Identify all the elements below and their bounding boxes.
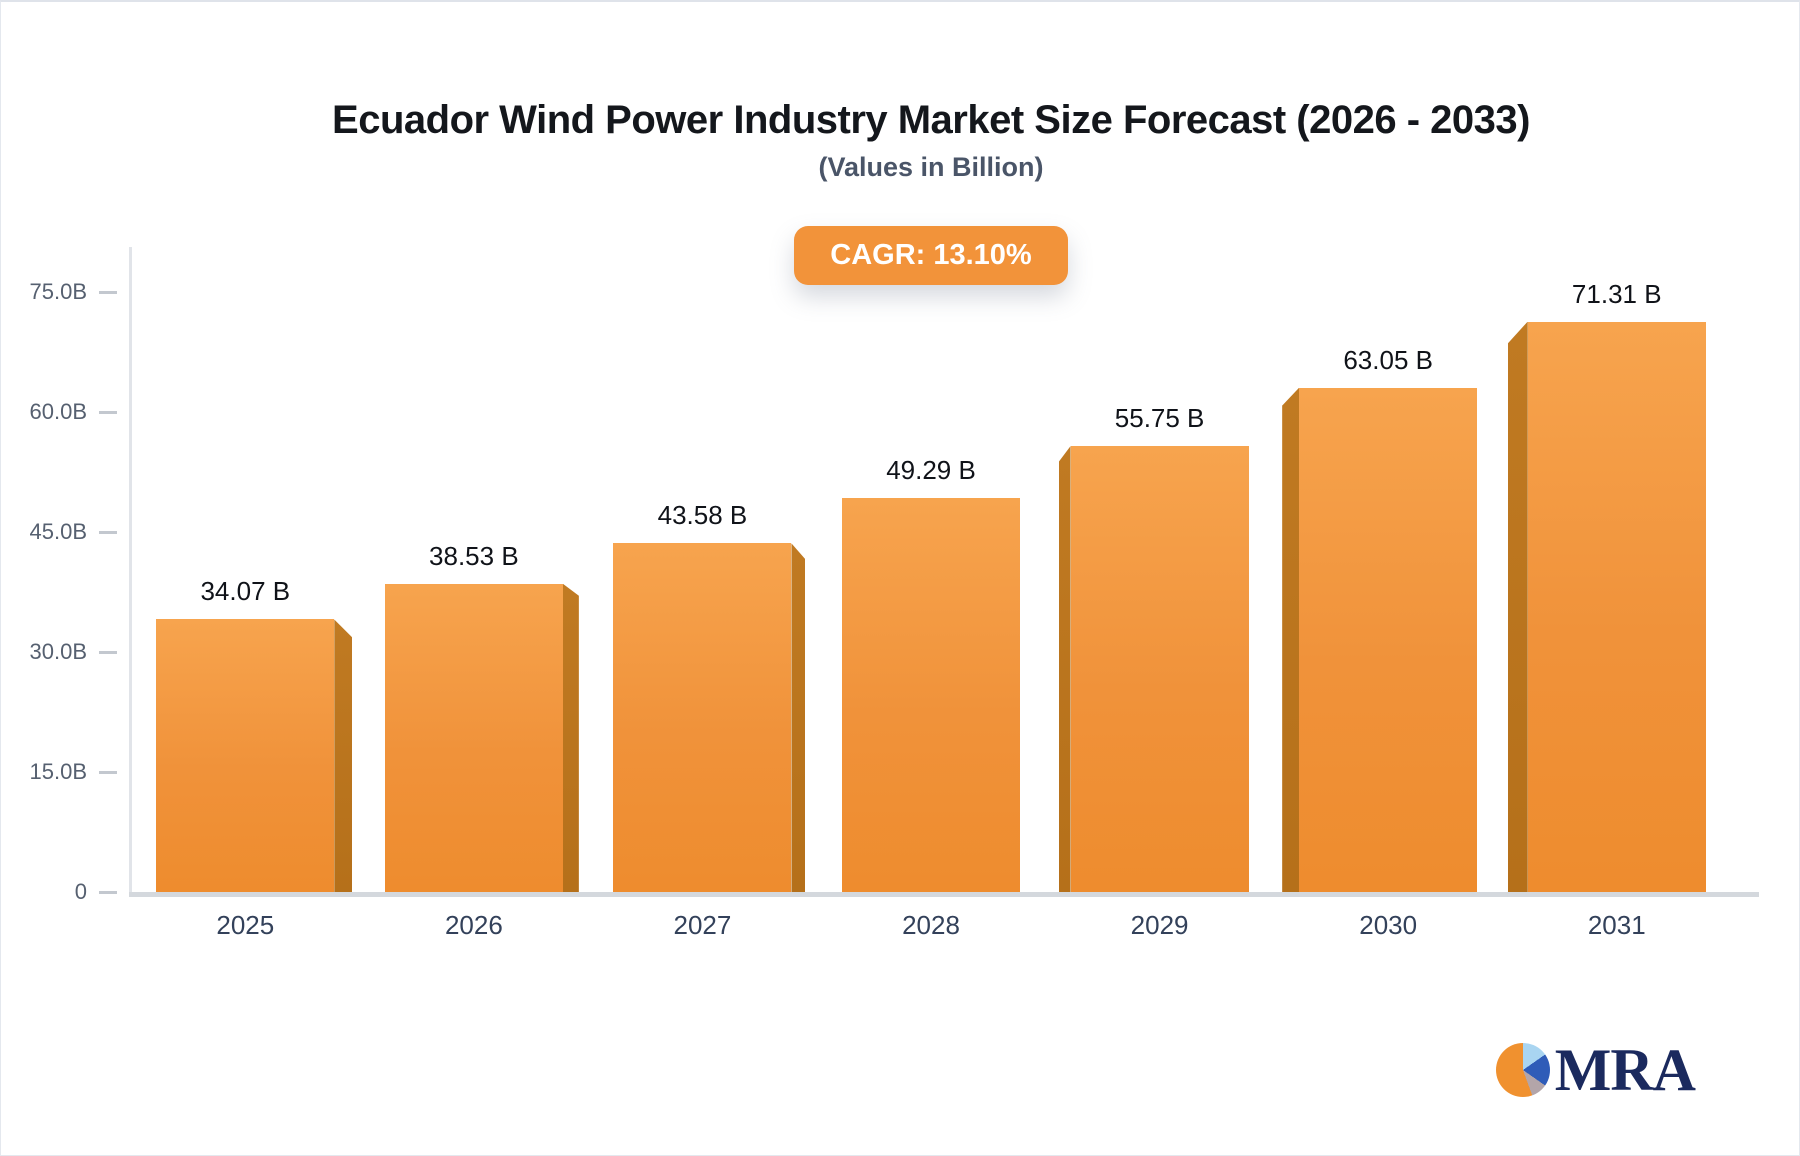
x-axis-label: 2030 [1359,910,1418,940]
x-axis-baseline [129,892,1759,897]
bar-slot: 71.31 B 2031 [1502,279,1731,940]
bar-slot: 38.53 B 2026 [360,292,589,940]
y-axis-label: 45.0B [29,519,88,544]
brand-logo: MRA [1495,1037,1696,1103]
bar-3d-side [334,619,353,892]
bar-slot: 43.58 B 2027 [588,292,817,940]
y-axis-label: 30.0B [29,639,88,664]
bar: 49.29 B [842,455,1021,892]
y-axis-label: 60.0B [29,399,88,424]
bar-value-label: 63.05 B [1343,344,1433,375]
bar: 55.75 B [1058,403,1249,892]
bar-value-label: 49.29 B [886,454,976,485]
bar: 34.07 B [156,576,353,892]
bar-3d-side [562,583,579,892]
chart-title: Ecuador Wind Power Industry Market Size … [332,98,1530,142]
bar-value-label: 43.58 B [657,500,748,531]
bar: 71.31 B [1507,279,1706,892]
pie-chart-logo-icon [1495,1043,1550,1097]
y-tick-mark [99,530,117,534]
x-axis-label: 2025 [216,910,275,940]
bar: 43.58 B [613,500,806,892]
y-tick-mark [99,770,117,774]
y-tick-mark [99,890,117,894]
bar-3d-side [1282,387,1300,892]
x-axis-label: 2031 [1587,910,1646,940]
bar-slot: 49.29 B 2028 [817,292,1046,940]
x-axis-label: 2028 [902,910,960,940]
y-tick-mark [99,650,117,654]
y-axis-line [129,247,132,892]
bar-slot: 55.75 B 2029 [1045,292,1274,940]
y-tick-mark [99,410,117,414]
y-axis-label: 0 [74,879,87,904]
bar-value-label: 71.31 B [1571,278,1662,309]
bar-value-label: 55.75 B [1114,403,1205,433]
y-axis-label: 15.0B [29,759,88,784]
badge-row: CAGR: 13.10% [131,226,1731,285]
bar: 63.05 B [1282,345,1478,892]
bar-3d-side [1058,446,1071,892]
logo-text: MRA [1554,1037,1696,1103]
y-tick-mark [99,290,117,294]
x-axis-label: 2026 [444,910,503,940]
chart-subtitle: (Values in Billion) [818,152,1044,182]
bar-slot: 63.05 B 2030 [1274,292,1503,940]
plot-area: 34.07 B 2025 38.53 B 2026 43.58 B 2027 49.29 B… [30,247,1759,940]
y-axis-label: 75.0B [29,279,88,304]
bar-slots: 34.07 B 2025 38.53 B 2026 43.58 B 2027 49.29 B… [131,279,1731,940]
cagr-badge: CAGR: 13.10% [794,226,1068,285]
bar-value-label: 34.07 B [200,576,291,607]
bar-slot: 34.07 B 2025 [131,292,360,940]
bar: 38.53 B [384,541,579,892]
bar-3d-side [791,543,806,892]
bar-value-label: 38.53 B [429,540,519,571]
x-axis-label: 2027 [673,910,732,940]
x-axis-label: 2029 [1130,910,1189,940]
bar-3d-side [1507,321,1528,892]
